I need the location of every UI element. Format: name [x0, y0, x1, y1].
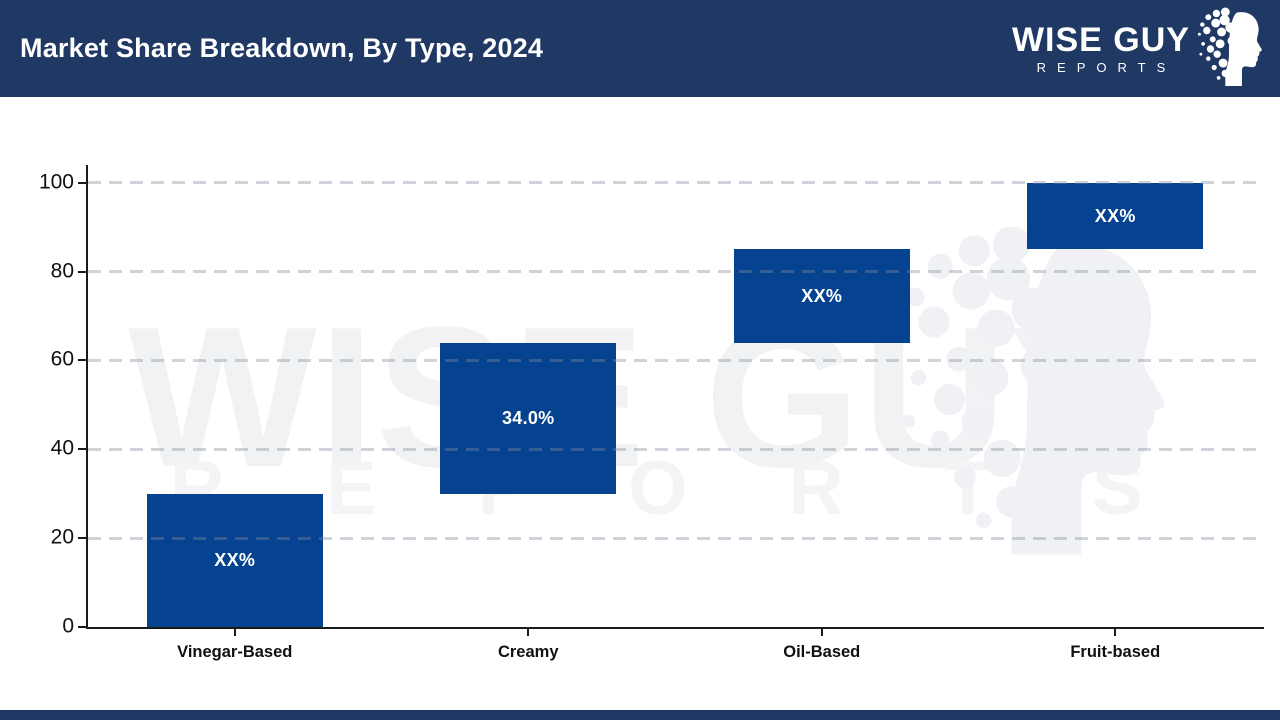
chart-title: Market Share Breakdown, By Type, 2024 — [20, 33, 544, 63]
bar-value-label: XX% — [801, 285, 843, 306]
y-gridline — [88, 358, 1262, 362]
plot-area: 0 20 40 60 80 100 XX% Vinegar-Based 34.0% Creamy X… — [39, 165, 1262, 661]
y-gridline — [88, 270, 1262, 274]
wise-guy-reports-logo: WISE GUY REPORTS — [1012, 7, 1266, 91]
y-tick-mark — [78, 448, 86, 451]
y-gridline — [88, 447, 1262, 451]
y-gridline — [88, 536, 1262, 540]
logo-subtitle: REPORTS — [1036, 59, 1177, 75]
y-tick-mark — [78, 537, 86, 540]
x-tick-mark — [1114, 629, 1117, 636]
x-axis-label-fruit-based: Fruit-based — [1070, 643, 1161, 661]
bar-vinegar-based: XX% — [146, 493, 323, 627]
bar-value-label: XX% — [1094, 205, 1136, 226]
logo-dotted-head-icon — [1197, 7, 1262, 86]
logo-text: WISE GUY REPORTS — [1012, 23, 1190, 75]
y-tick-mark — [78, 626, 86, 628]
x-tick-mark — [233, 629, 236, 636]
y-tick-label: 60 — [50, 347, 74, 371]
y-gridline — [88, 181, 1262, 185]
bar-creamy: 34.0% — [440, 342, 617, 494]
x-axis-label-creamy: Creamy — [497, 643, 559, 661]
logo-wordmark: WISE GUY — [1011, 20, 1190, 59]
y-tick-mark — [78, 270, 86, 273]
x-axis-label-oil-based: Oil-Based — [783, 643, 861, 661]
y-tick-label: 0 — [62, 614, 74, 638]
y-tick-label: 100 — [38, 170, 74, 194]
bar-oil-based: XX% — [733, 249, 910, 343]
footer-bar — [0, 710, 1280, 720]
bar-value-label: 34.0% — [501, 407, 555, 428]
bar-value-label: XX% — [214, 549, 256, 570]
y-axis-line — [86, 165, 88, 629]
bar-fruit-based: XX% — [1027, 182, 1204, 250]
y-tick-label: 20 — [50, 525, 74, 549]
y-tick-label: 80 — [50, 259, 74, 283]
x-axis-label-vinegar-based: Vinegar-Based — [177, 643, 293, 661]
y-tick-mark — [78, 359, 86, 362]
header-bar: Market Share Breakdown, By Type, 2024 WI… — [0, 0, 1280, 97]
x-tick-mark — [820, 629, 823, 636]
y-tick-label: 40 — [50, 436, 74, 460]
x-tick-mark — [527, 629, 530, 636]
x-axis-line — [86, 627, 1264, 629]
y-tick-mark — [78, 181, 86, 184]
